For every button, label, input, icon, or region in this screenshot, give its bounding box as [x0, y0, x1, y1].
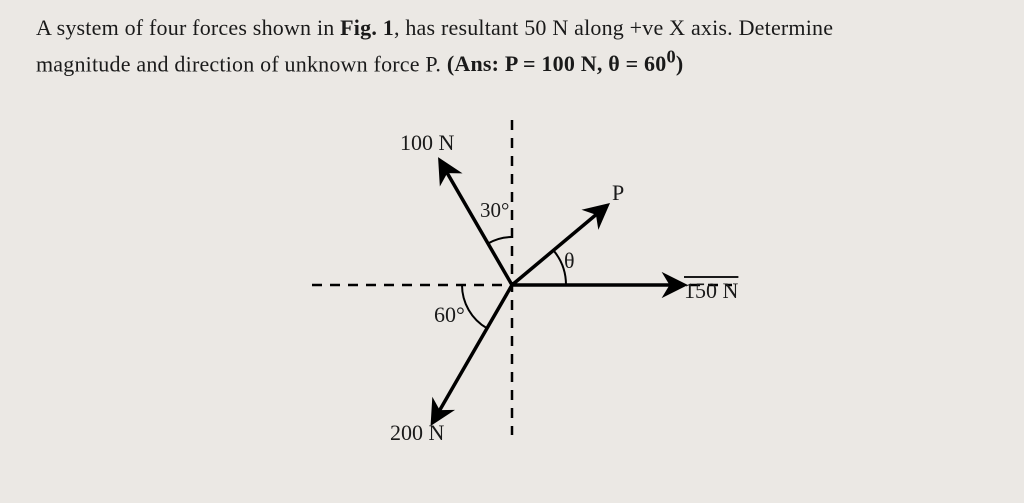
- arc-60: [462, 285, 487, 328]
- answer: (Ans: P = 100 N, θ = 600): [447, 51, 684, 76]
- force-diagram: 100 N 30° P θ 150 N 60° 200 N: [252, 100, 772, 460]
- problem-statement: A system of four forces shown in Fig. 1,…: [36, 12, 988, 80]
- fig-ref: Fig. 1: [340, 15, 394, 40]
- label-60deg: 60°: [434, 302, 465, 328]
- label-P: P: [612, 180, 624, 206]
- label-100N: 100 N: [400, 130, 454, 156]
- label-theta: θ: [564, 248, 575, 274]
- arc-30: [488, 237, 512, 244]
- text-line2: magnitude and direction of unknown force…: [36, 51, 447, 76]
- text-pre: A system of four forces shown in: [36, 15, 340, 40]
- text-post: , has resultant 50 N along +ve X axis. D…: [394, 15, 833, 40]
- label-200N: 200 N: [390, 420, 444, 446]
- force-P: [512, 208, 604, 285]
- label-30deg: 30°: [480, 198, 509, 223]
- force-100: [442, 164, 512, 285]
- label-150N: 150 N: [684, 278, 738, 304]
